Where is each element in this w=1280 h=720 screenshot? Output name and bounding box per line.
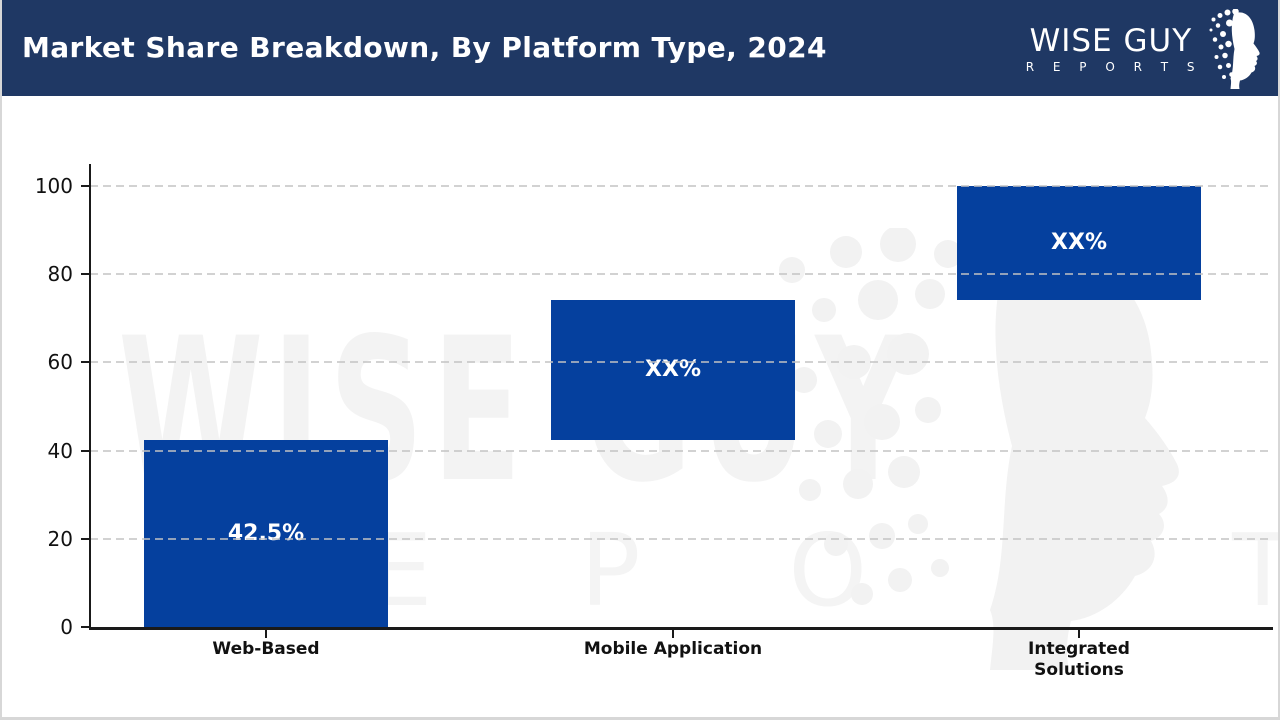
y-tick-label: 0 — [60, 615, 73, 639]
y-tick-label: 20 — [47, 526, 73, 551]
category-label-mobile-application: Mobile Application — [583, 639, 763, 659]
bar-value-label: XX% — [645, 357, 701, 383]
category-label-web-based: Web-Based — [212, 639, 320, 659]
bar-value-label: XX% — [1051, 230, 1107, 256]
logo-brand-subtitle: R E P O R T S — [1025, 60, 1202, 74]
x-axis-line — [89, 627, 1273, 630]
gridline-60 — [90, 361, 1272, 364]
y-tick-mark — [81, 361, 89, 364]
y-tick-mark — [81, 537, 89, 540]
y-tick-mark — [81, 185, 89, 188]
x-tick-mark — [1078, 630, 1080, 638]
y-axis-line — [89, 164, 91, 630]
header-bar: Market Share Breakdown, By Platform Type… — [2, 0, 1278, 96]
bar-integrated-solutions: XX% — [957, 186, 1201, 300]
watermark-dotted-head-icon — [771, 228, 1179, 670]
x-tick-mark — [265, 630, 267, 638]
y-tick-mark — [81, 449, 89, 452]
bar-value-label: 42.5% — [227, 520, 305, 546]
wise-guy-reports-logo: WISE GUY R E P O R T S — [1020, 8, 1262, 90]
y-tick-label: 60 — [47, 350, 73, 375]
y-tick-label: 100 — [34, 174, 73, 199]
bar-web-based: 42.5% — [144, 439, 388, 627]
gridline-100 — [90, 185, 1272, 188]
logo-text: WISE GUY R E P O R T S — [1020, 24, 1202, 74]
y-tick-label: 40 — [47, 438, 73, 463]
bar-mobile-application: XX% — [551, 299, 795, 440]
chart-title: Market Share Breakdown, By Platform Type… — [22, 31, 827, 64]
gridline-40 — [90, 449, 1272, 452]
x-tick-mark — [672, 630, 674, 638]
gridline-20 — [90, 537, 1272, 540]
gridline-80 — [90, 273, 1272, 276]
y-tick-mark — [81, 626, 89, 628]
dotted-head-profile-icon — [1209, 9, 1260, 89]
y-tick-label: 80 — [47, 262, 73, 287]
y-tick-mark — [81, 273, 89, 276]
logo-brand-name: WISE GUY — [1029, 23, 1193, 59]
category-label-integrated-solutions: Integrated Solutions — [1028, 639, 1130, 680]
